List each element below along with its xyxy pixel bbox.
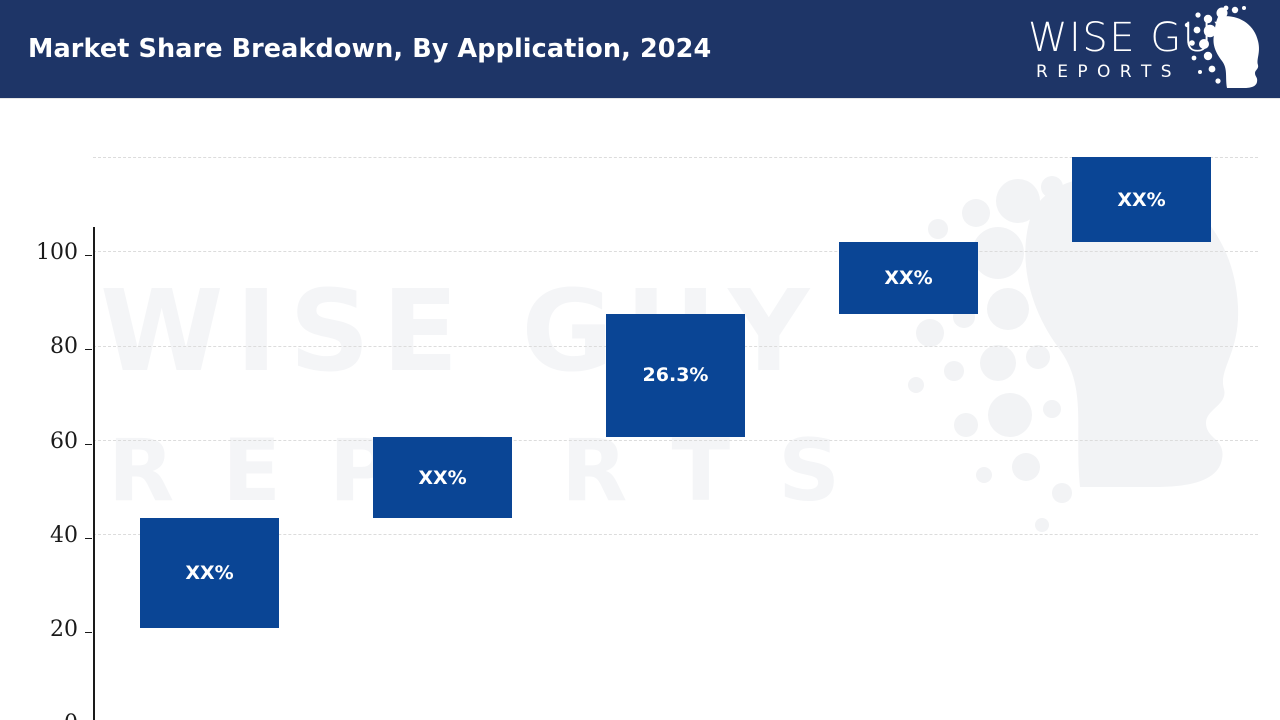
- y-tick-mark: [85, 631, 92, 633]
- y-tick-mark: [85, 255, 92, 257]
- bar-value-label: XX%: [185, 562, 234, 585]
- y-axis: [93, 227, 95, 720]
- page-header: Market Share Breakdown, By Application, …: [0, 0, 1280, 98]
- y-tick-label: 80: [50, 334, 78, 360]
- y-tick-label: 100: [36, 240, 78, 266]
- bar-value-label: 26.3%: [642, 364, 709, 387]
- logo-svg: WISE GUY R E P O R T S: [1028, 5, 1259, 88]
- bar-value-label: XX%: [884, 266, 933, 289]
- wiseguy-reports-logo: WISE GUY R E P O R T S: [1022, 3, 1272, 95]
- bar-1[interactable]: XX%: [140, 518, 279, 628]
- gridline: [93, 439, 1258, 441]
- page-title: Market Share Breakdown, By Application, …: [28, 34, 712, 64]
- head-profile-dots-icon: [1184, 5, 1259, 88]
- bar-value-label: XX%: [1117, 188, 1166, 211]
- svg-text:WISE GUY: WISE GUY: [1028, 15, 1239, 61]
- bar-2[interactable]: XX%: [373, 437, 512, 519]
- gridline: [93, 533, 1258, 535]
- y-tick-mark: [85, 349, 92, 351]
- gridline: [93, 157, 1258, 159]
- svg-text:R E P O R T S: R E P O R T S: [1036, 62, 1174, 82]
- bar-4[interactable]: XX%: [839, 241, 978, 314]
- y-tick-label: 60: [50, 428, 78, 454]
- y-tick-label: 40: [50, 522, 78, 548]
- y-tick-mark: [85, 443, 92, 445]
- plot-area: XX% XX% 26.3% XX% XX%: [93, 129, 1258, 628]
- y-tick-mark: [85, 537, 92, 539]
- gridline: [93, 251, 1258, 253]
- y-tick-label: 0: [0, 711, 78, 720]
- bar-value-label: XX%: [418, 466, 467, 489]
- bar-5[interactable]: XX%: [1072, 157, 1211, 242]
- bar-3[interactable]: 26.3%: [606, 313, 745, 438]
- y-tick-label: 20: [50, 616, 78, 642]
